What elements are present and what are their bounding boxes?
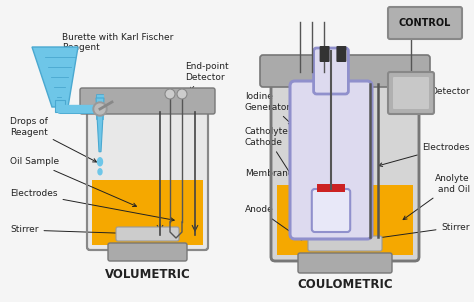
Text: Iodine
Generator: Iodine Generator (245, 92, 292, 125)
Circle shape (177, 89, 187, 99)
FancyBboxPatch shape (314, 48, 348, 94)
FancyBboxPatch shape (298, 253, 392, 273)
FancyBboxPatch shape (271, 68, 419, 261)
Text: VOLUMETRIC: VOLUMETRIC (105, 268, 191, 281)
FancyBboxPatch shape (80, 88, 215, 114)
Text: Anolyte
and Oil: Anolyte and Oil (403, 174, 470, 220)
FancyBboxPatch shape (108, 243, 187, 261)
Bar (317, 184, 345, 192)
FancyBboxPatch shape (337, 46, 346, 62)
Text: Catholyte
Cathode: Catholyte Cathode (245, 127, 313, 209)
Text: Anode: Anode (245, 205, 302, 240)
FancyBboxPatch shape (290, 81, 372, 239)
FancyBboxPatch shape (87, 99, 208, 250)
Ellipse shape (98, 158, 102, 166)
Circle shape (95, 104, 105, 114)
FancyBboxPatch shape (393, 77, 429, 109)
Text: Stirrer: Stirrer (10, 226, 141, 236)
Text: Electrodes: Electrodes (10, 189, 174, 221)
Text: Stirrer: Stirrer (339, 223, 470, 245)
FancyBboxPatch shape (312, 189, 350, 232)
Text: Drops of
Reagent: Drops of Reagent (10, 117, 97, 162)
Bar (55, 100, 65, 112)
Bar (277, 185, 413, 255)
Text: COULOMETRIC: COULOMETRIC (297, 278, 393, 291)
FancyBboxPatch shape (116, 227, 179, 241)
Bar (92, 180, 203, 245)
Circle shape (93, 102, 107, 116)
FancyBboxPatch shape (388, 72, 434, 114)
Text: Membrane: Membrane (245, 169, 311, 188)
Polygon shape (96, 98, 104, 152)
Polygon shape (32, 47, 78, 107)
FancyBboxPatch shape (308, 236, 382, 251)
FancyBboxPatch shape (260, 55, 430, 87)
Ellipse shape (98, 169, 102, 175)
FancyBboxPatch shape (319, 46, 329, 62)
Text: Electrodes: Electrodes (379, 143, 470, 166)
Circle shape (165, 89, 175, 99)
Text: Detector: Detector (394, 88, 470, 97)
FancyBboxPatch shape (388, 7, 462, 39)
Text: Burette with Karl Fischer
Reagent: Burette with Karl Fischer Reagent (62, 33, 173, 52)
Text: CONTROL: CONTROL (399, 18, 451, 28)
Text: End-point
Detector: End-point Detector (185, 62, 228, 91)
Text: Oil Sample: Oil Sample (10, 158, 137, 207)
